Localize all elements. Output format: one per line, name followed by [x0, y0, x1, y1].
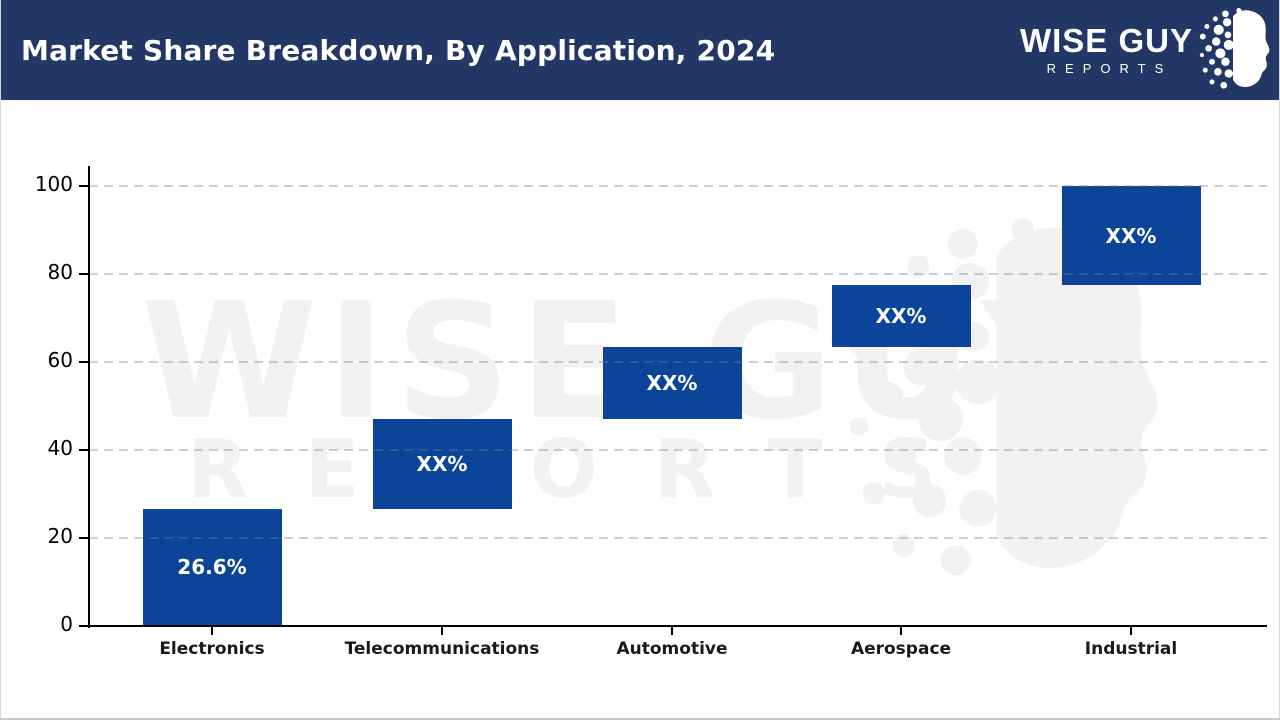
wise-guy-logo: WISE GUY REPORTS — [1020, 8, 1271, 92]
bar-electronics — [142, 508, 282, 626]
x-axis — [88, 625, 1267, 627]
x-axis-category-label: Electronics — [159, 639, 265, 659]
y-tick-label: 0 — [60, 612, 73, 636]
x-tick — [1130, 627, 1132, 635]
gridline — [89, 537, 1267, 539]
x-tick — [671, 627, 673, 635]
x-tick — [900, 627, 902, 635]
y-tick — [79, 625, 88, 627]
bar-automotive — [602, 346, 742, 420]
logo-subtext: REPORTS — [1046, 61, 1173, 76]
logo-text: WISE GUY REPORTS — [1020, 24, 1193, 76]
bar-industrial — [1061, 186, 1201, 285]
y-tick-label: 20 — [47, 524, 73, 548]
x-tick — [441, 627, 443, 635]
gridline — [89, 185, 1267, 187]
x-axis-category-label: Aerospace — [850, 639, 952, 659]
bar-aerospace — [831, 285, 971, 347]
x-axis-category-label: Telecommunications — [344, 639, 540, 659]
bar-value-label: 26.6% — [177, 555, 247, 580]
x-axis-category-label: Automotive — [616, 639, 728, 659]
bar-value-label: XX% — [416, 452, 468, 477]
wise-guy-face-icon — [1199, 8, 1270, 89]
logo-wordmark: WISE GUY — [1019, 22, 1193, 59]
bar-value-label: XX% — [875, 303, 927, 328]
chart-title: Market Share Breakdown, By Application, … — [21, 33, 776, 67]
y-tick — [79, 537, 88, 539]
y-tick — [79, 185, 88, 187]
y-axis — [88, 166, 90, 628]
y-tick-label: 100 — [34, 172, 73, 196]
watermark-subtext: REPORTS — [187, 423, 993, 516]
header-bar: Market Share Breakdown, By Application, … — [1, 0, 1279, 100]
y-tick — [79, 273, 88, 275]
bar-telecommunications — [372, 419, 512, 509]
bar-value-label: XX% — [646, 370, 698, 395]
bar-value-label: XX% — [1105, 223, 1157, 248]
gridline — [89, 449, 1267, 451]
gridline — [89, 273, 1267, 275]
y-tick-label: 40 — [47, 436, 73, 460]
gridline — [89, 361, 1267, 363]
x-tick — [211, 627, 213, 635]
x-axis-category-label: Industrial — [1084, 639, 1178, 659]
y-tick — [79, 449, 88, 451]
y-tick-label: 60 — [47, 348, 73, 372]
y-tick-label: 80 — [47, 260, 73, 284]
y-tick — [79, 361, 88, 363]
